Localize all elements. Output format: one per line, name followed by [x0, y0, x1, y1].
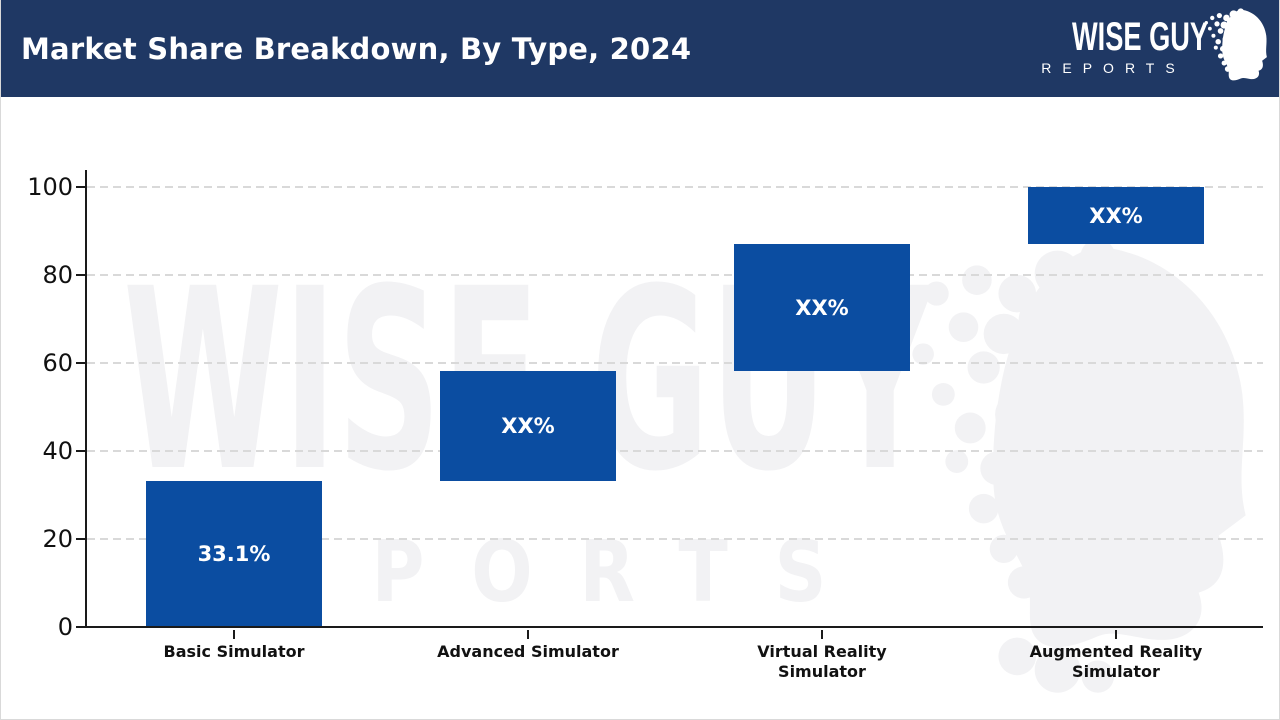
gridline-80: [87, 274, 1263, 276]
y-axis-line: [85, 170, 87, 628]
waterfall-bar: XX%: [1028, 187, 1204, 245]
y-tick-label: 80: [42, 261, 73, 289]
y-tick-20: [76, 538, 85, 540]
y-tick-label: 0: [57, 613, 73, 641]
x-tick-label: Virtual Reality Simulator: [757, 642, 887, 681]
x-axis-line: [85, 626, 1263, 628]
x-tick-label: Advanced Simulator: [437, 642, 619, 661]
x-tick-label: Augmented Reality Simulator: [1029, 642, 1203, 681]
y-tick-60: [76, 362, 85, 364]
y-tick-40: [76, 450, 85, 452]
logo-wordmark: WISE GUY: [1071, 15, 1208, 59]
gridline-60: [87, 362, 1263, 364]
y-tick-100: [76, 186, 85, 188]
bar-value-label: 33.1%: [197, 542, 271, 567]
chart-title: Market Share Breakdown, By Type, 2024: [21, 31, 692, 66]
y-tick-label: 40: [42, 437, 73, 465]
bar-value-label: XX%: [501, 414, 555, 439]
logo-subtitle: REPORTS: [1041, 60, 1186, 76]
gridline-40: [87, 450, 1263, 452]
bar-value-label: XX%: [795, 295, 849, 320]
y-tick-80: [76, 274, 85, 276]
y-tick-0: [76, 626, 85, 628]
y-tick-label: 60: [42, 349, 73, 377]
waterfall-bar: XX%: [440, 370, 616, 482]
x-tick: [233, 630, 235, 639]
waterfall-bar: XX%: [734, 244, 910, 371]
x-tick: [527, 630, 529, 639]
waterfall-bar: 33.1%: [146, 481, 322, 627]
bar-value-label: XX%: [1089, 203, 1143, 228]
y-tick-label: 20: [42, 525, 73, 553]
logo-text: WISE GUY REPORTS: [1008, 17, 1208, 76]
wise-guy-logo: WISE GUY REPORTS: [1008, 5, 1274, 93]
logo-head-icon: [1204, 8, 1267, 81]
x-tick-label: Basic Simulator: [163, 642, 305, 661]
gridline-100: [87, 186, 1263, 188]
gridline-20: [87, 538, 1263, 540]
header: Market Share Breakdown, By Type, 2024 WI…: [1, 0, 1279, 97]
x-tick: [821, 630, 823, 639]
x-tick: [1115, 630, 1117, 639]
plot-area: 0 20 40 60 80 100 33.1% Basic Simulator XX% Advan…: [27, 170, 1263, 681]
y-tick-label: 100: [27, 173, 73, 201]
